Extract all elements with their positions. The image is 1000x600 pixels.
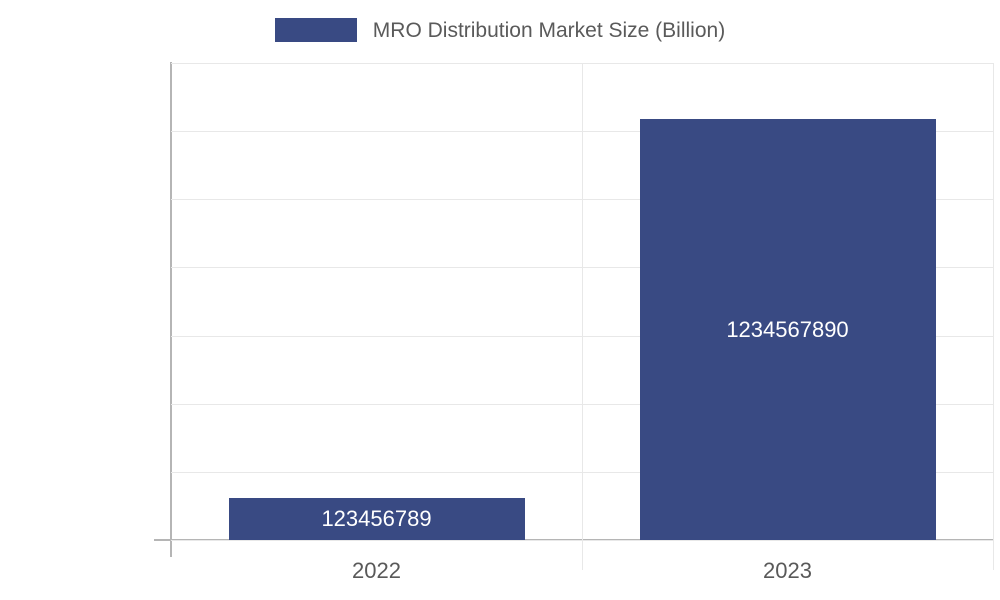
x-axis-tick-label: 2023 xyxy=(763,558,812,583)
x-axis-tick-label: 2022 xyxy=(352,558,401,583)
plot-area: 123456789 1234567890 xyxy=(171,63,994,570)
legend-color-swatch xyxy=(274,18,357,42)
bar[interactable]: 1234567890 xyxy=(639,119,936,540)
bar-value-label: 123456789 xyxy=(321,505,432,531)
bar[interactable]: 123456789 xyxy=(228,497,525,540)
legend-label: MRO Distribution Market Size (Billion) xyxy=(372,18,726,42)
chart-legend: MRO Distribution Market Size (Billion) xyxy=(0,12,1000,48)
y-axis-line xyxy=(170,62,172,557)
bar-value-label: 1234567890 xyxy=(726,316,849,342)
gridline-vertical xyxy=(582,63,583,570)
gridline-vertical xyxy=(993,63,994,570)
